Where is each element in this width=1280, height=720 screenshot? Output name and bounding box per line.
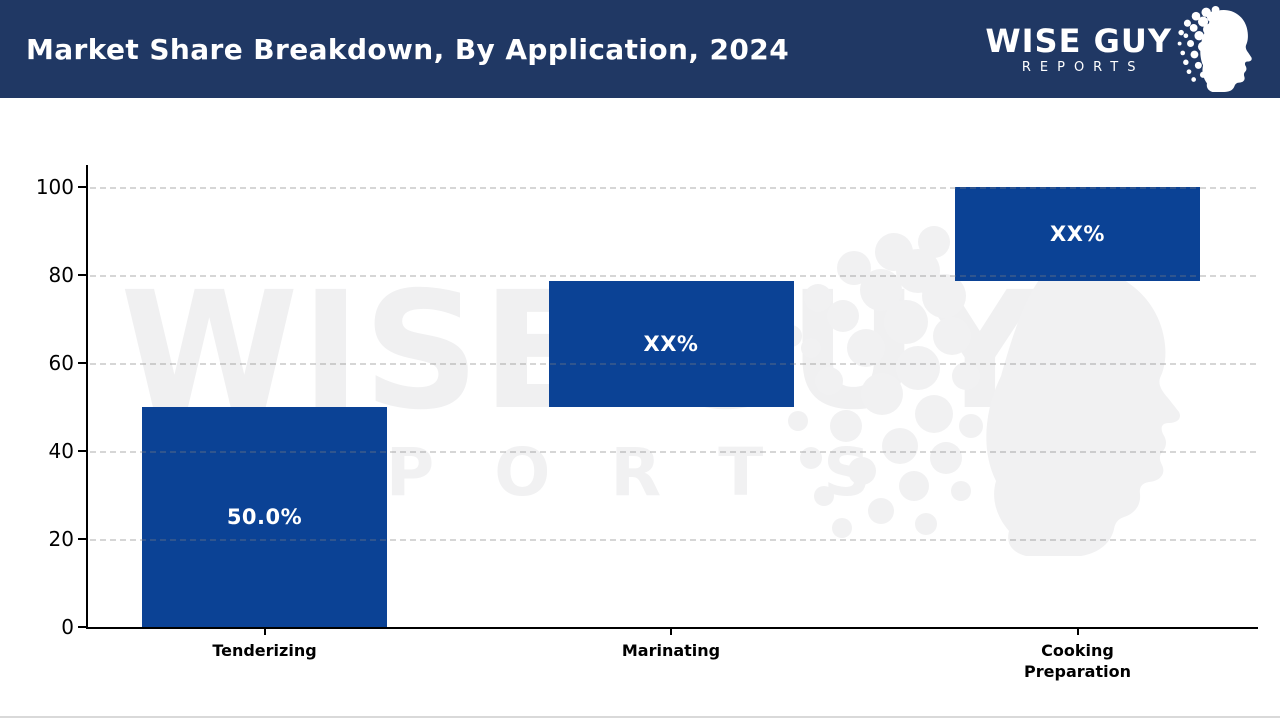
bar-value-label: 50.0%	[226, 505, 303, 529]
y-tick-label: 40	[48, 439, 74, 463]
bar-segment: XX%	[955, 187, 1200, 282]
y-tick-label: 100	[35, 175, 74, 199]
page-title: Market Share Breakdown, By Application, …	[26, 32, 790, 66]
y-tick-mark	[78, 186, 86, 188]
x-category-label: Marinating	[621, 641, 721, 660]
y-gridline	[90, 187, 1256, 189]
y-tick-mark	[78, 538, 86, 540]
y-gridline	[90, 451, 1256, 453]
y-tick-label: 60	[48, 351, 74, 375]
logo-brand-text: WISE GUY	[985, 21, 1172, 60]
bar-value-label: XX%	[1050, 222, 1105, 247]
x-tick-mark	[670, 629, 672, 635]
header-bar: Market Share Breakdown, By Application, …	[0, 0, 1280, 98]
brand-logo: WISE GUY REPORTS	[985, 6, 1254, 92]
y-tick-mark	[78, 626, 86, 628]
y-tick-mark	[78, 450, 86, 452]
x-category-label: Cooking Preparation	[1024, 641, 1131, 681]
footer-divider	[0, 716, 1280, 718]
logo-text-block: WISE GUY REPORTS	[985, 24, 1172, 75]
y-axis-line	[86, 165, 88, 629]
x-axis-line	[86, 627, 1258, 629]
bar-segment: XX%	[548, 281, 794, 407]
y-tick-mark	[78, 274, 86, 276]
x-tick-mark	[1076, 629, 1079, 635]
x-category-label: Tenderizing	[212, 641, 317, 660]
y-tick-label: 20	[48, 527, 74, 551]
y-gridline	[90, 363, 1256, 365]
x-tick-mark	[263, 629, 266, 635]
wise-guy-face-icon	[1177, 6, 1252, 92]
y-tick-label: 80	[48, 263, 74, 287]
y-tick-mark	[78, 362, 86, 364]
y-gridline	[90, 275, 1256, 277]
bar-segment: 50.0%	[142, 407, 387, 627]
y-tick-label: 0	[61, 615, 74, 639]
watermark-face-icon	[778, 226, 1180, 556]
bar-value-label: XX%	[643, 332, 699, 357]
logo-sub-text: REPORTS	[1021, 59, 1145, 75]
y-gridline	[90, 539, 1256, 541]
